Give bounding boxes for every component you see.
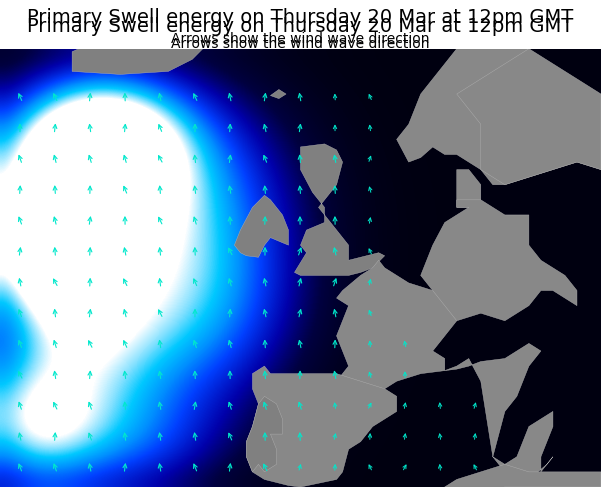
Polygon shape (337, 260, 457, 389)
Polygon shape (246, 396, 282, 472)
Polygon shape (270, 90, 286, 98)
Polygon shape (246, 366, 397, 487)
Polygon shape (457, 49, 601, 185)
Text: Arrows show the wind wave direction: Arrows show the wind wave direction (171, 37, 430, 51)
Polygon shape (204, 464, 601, 487)
Polygon shape (445, 343, 553, 479)
Text: Primary Swell energy on Thursday 20 Mar at 12pm GMT: Primary Swell energy on Thursday 20 Mar … (28, 7, 573, 27)
Text: Arrows show the wind wave direction: Arrows show the wind wave direction (171, 32, 430, 46)
Polygon shape (234, 195, 288, 257)
Polygon shape (457, 169, 481, 207)
Polygon shape (421, 200, 577, 321)
Text: Primary Swell energy on Thursday 20 Mar at 12pm GMT: Primary Swell energy on Thursday 20 Mar … (28, 17, 573, 36)
Polygon shape (397, 0, 601, 185)
Polygon shape (72, 34, 204, 75)
Polygon shape (294, 144, 385, 276)
